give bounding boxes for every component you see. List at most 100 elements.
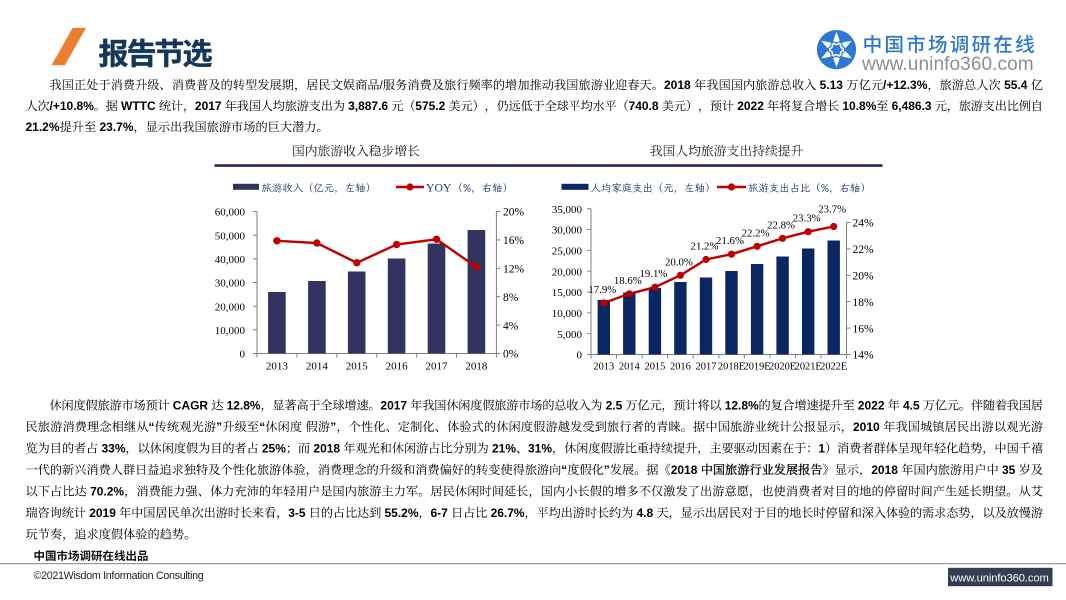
svg-text:0%: 0% (503, 349, 519, 361)
svg-text:2.5: 2.5 (606, 399, 623, 413)
svg-text:0: 0 (240, 349, 246, 361)
svg-text:40,000: 40,000 (215, 254, 246, 266)
svg-text:15,000: 15,000 (552, 287, 583, 299)
svg-text:30,000: 30,000 (215, 278, 246, 290)
svg-text:19.1%: 19.1% (639, 268, 667, 280)
svg-text:23.7%: 23.7% (818, 204, 846, 216)
svg-text:2018E: 2018E (718, 361, 745, 372)
svg-text:2013: 2013 (593, 361, 614, 372)
svg-text:12%: 12% (503, 264, 525, 276)
svg-text:2016: 2016 (670, 361, 691, 372)
svg-text:4.5: 4.5 (903, 399, 920, 413)
svg-text:2016: 2016 (386, 361, 409, 373)
svg-text:24%: 24% (853, 218, 875, 230)
svg-text:2017: 2017 (195, 99, 222, 113)
svg-text:”: ” (330, 420, 336, 434)
svg-text:2021E: 2021E (795, 361, 822, 372)
svg-text:21.6%: 21.6% (716, 235, 744, 247)
svg-text:6-7: 6-7 (431, 506, 449, 520)
svg-text:22.8%: 22.8% (767, 219, 795, 231)
svg-text:26.7%: 26.7% (491, 506, 525, 520)
svg-text:1: 1 (818, 442, 825, 456)
svg-text:16%: 16% (503, 235, 525, 247)
svg-text:14%: 14% (853, 350, 875, 362)
svg-text:5,000: 5,000 (557, 329, 582, 341)
svg-text:”: ” (216, 420, 222, 434)
svg-text:10,000: 10,000 (552, 308, 583, 320)
svg-text:17.9%: 17.9% (588, 284, 616, 296)
svg-text:2014: 2014 (619, 361, 641, 372)
svg-text:2014: 2014 (306, 361, 329, 373)
svg-text:33%: 33% (102, 442, 126, 456)
svg-text:740.8: 740.8 (629, 99, 659, 113)
svg-text:35: 35 (1002, 463, 1016, 477)
svg-text:2017: 2017 (426, 361, 449, 373)
svg-text:3,887.6: 3,887.6 (348, 99, 388, 113)
svg-text:6,486.3: 6,486.3 (892, 99, 932, 113)
svg-text:25%: 25% (262, 442, 286, 456)
svg-text:0: 0 (577, 350, 583, 362)
svg-text:2020E: 2020E (769, 361, 796, 372)
svg-text:20%: 20% (503, 207, 525, 219)
svg-text:21.2%: 21.2% (26, 120, 60, 134)
svg-text:21%: 21% (492, 442, 516, 456)
svg-text:“: “ (259, 420, 265, 434)
svg-text:23.3%: 23.3% (793, 213, 821, 225)
svg-text:www.uninfo360.com: www.uninfo360.com (949, 572, 1048, 584)
svg-text:“: “ (149, 420, 155, 434)
svg-text:www.uninfo360.com: www.uninfo360.com (861, 54, 1034, 75)
svg-text:4.8: 4.8 (637, 506, 654, 520)
svg-text:”: ” (604, 463, 610, 477)
svg-text:30,000: 30,000 (552, 225, 583, 237)
svg-text:25,000: 25,000 (552, 246, 583, 258)
svg-text:5.13: 5.13 (820, 78, 844, 92)
svg-text:50,000: 50,000 (215, 230, 246, 242)
svg-text:WTTC: WTTC (121, 99, 156, 113)
svg-text:2018: 2018 (871, 463, 898, 477)
svg-text:2015: 2015 (645, 361, 666, 372)
svg-text:2019: 2019 (89, 506, 116, 520)
svg-text:4%: 4% (503, 320, 519, 332)
svg-text:CAGR: CAGR (173, 399, 209, 413)
svg-text:55.4: 55.4 (1004, 78, 1028, 92)
svg-text:20%: 20% (853, 271, 875, 283)
svg-text:70.2%: 70.2% (90, 485, 124, 499)
svg-text:2010: 2010 (853, 420, 880, 434)
svg-text:2017: 2017 (696, 361, 717, 372)
svg-text:55.2%: 55.2% (385, 506, 419, 520)
svg-text:8%: 8% (503, 292, 519, 304)
svg-text:2022: 2022 (737, 99, 764, 113)
svg-text:©2021Wisdom Information Consul: ©2021Wisdom Information Consulting (34, 570, 204, 582)
svg-text:/+12.3%: /+12.3% (883, 78, 928, 92)
svg-text:60,000: 60,000 (215, 207, 246, 219)
svg-text:12.8%: 12.8% (725, 399, 759, 413)
svg-text:“: “ (561, 463, 567, 477)
svg-text:22%: 22% (853, 244, 875, 256)
svg-text:2018: 2018 (671, 463, 698, 477)
svg-text:18%: 18% (853, 297, 875, 309)
svg-text:12.8%: 12.8% (227, 399, 261, 413)
svg-text:/: / (380, 78, 384, 92)
svg-text:31%: 31% (528, 442, 552, 456)
svg-text:2018: 2018 (664, 78, 691, 92)
svg-text:/+10.8%: /+10.8% (50, 99, 95, 113)
svg-text:22.2%: 22.2% (742, 227, 770, 239)
svg-text:21.2%: 21.2% (691, 241, 719, 253)
svg-text:10.8%: 10.8% (842, 99, 876, 113)
svg-text:YOY: YOY (426, 181, 452, 195)
svg-text:2018: 2018 (313, 442, 340, 456)
svg-text:20,000: 20,000 (552, 266, 583, 278)
svg-text:20.0%: 20.0% (665, 256, 693, 268)
svg-text:3-5: 3-5 (288, 506, 306, 520)
svg-text:2019E: 2019E (744, 361, 771, 372)
svg-text:20,000: 20,000 (215, 301, 246, 313)
svg-text:2018: 2018 (465, 361, 488, 373)
svg-text:18.6%: 18.6% (614, 275, 642, 287)
svg-text:35,000: 35,000 (552, 204, 583, 216)
svg-text:23.7%: 23.7% (100, 120, 134, 134)
svg-text:10,000: 10,000 (215, 325, 246, 337)
svg-text:2022: 2022 (858, 399, 885, 413)
svg-text:2022E: 2022E (820, 361, 847, 372)
svg-text:2015: 2015 (346, 361, 369, 373)
svg-text:16%: 16% (853, 323, 875, 335)
